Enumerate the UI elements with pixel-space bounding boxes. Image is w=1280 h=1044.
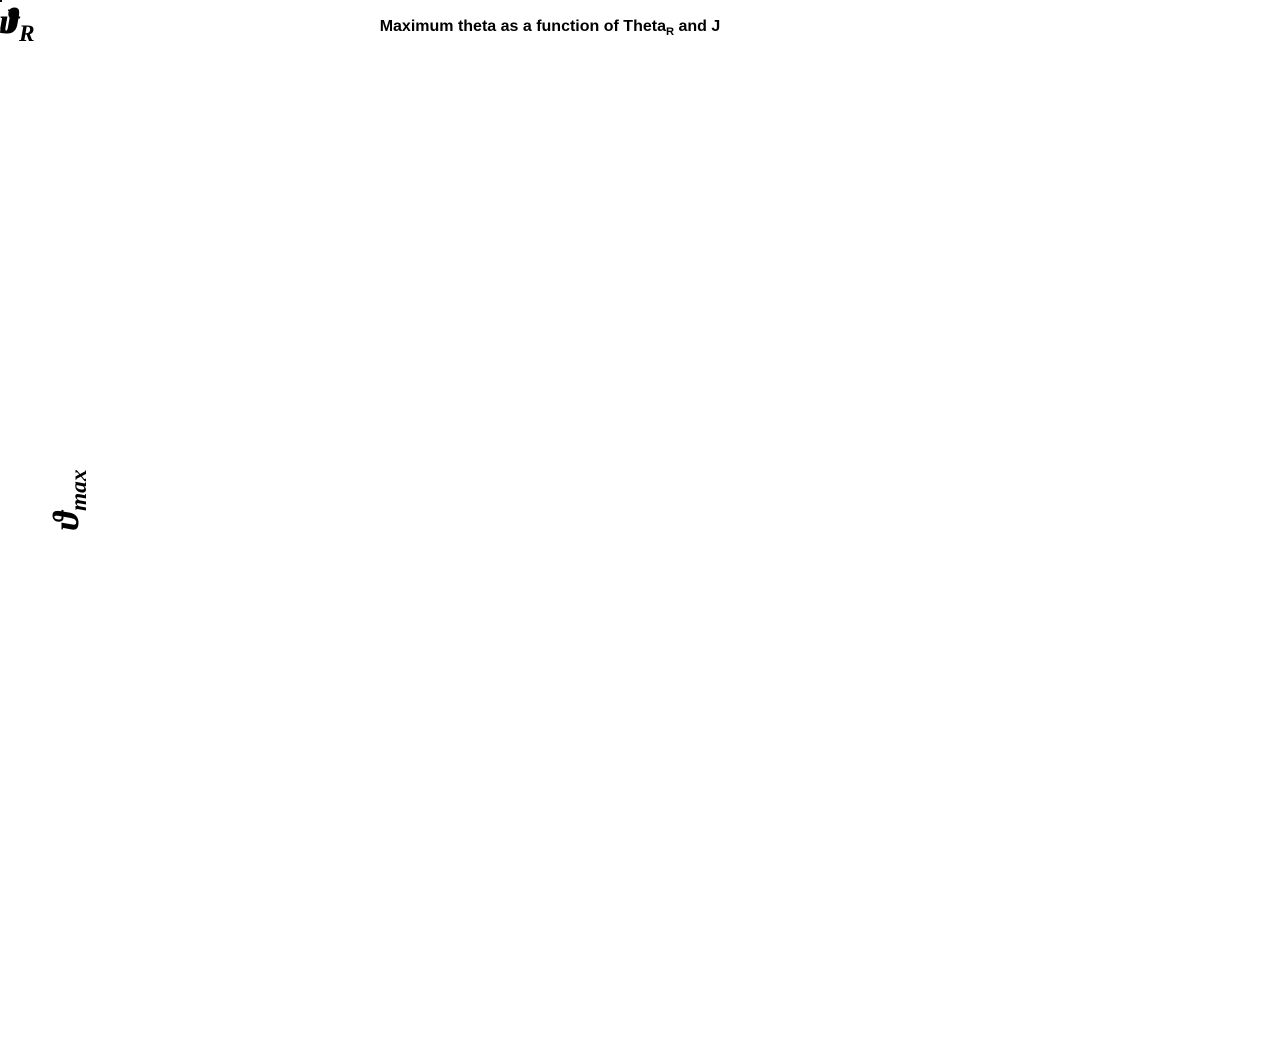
chart-container: Maximum theta as a function of ThetaR an…: [0, 0, 1280, 1044]
surface-plot: [0, 0, 1280, 1044]
colorbar: [0, 0, 2, 2]
x-label-sub: R: [19, 21, 35, 47]
y-axis-label: J: [0, 0, 18, 42]
y-label-sym: J: [0, 1, 18, 41]
